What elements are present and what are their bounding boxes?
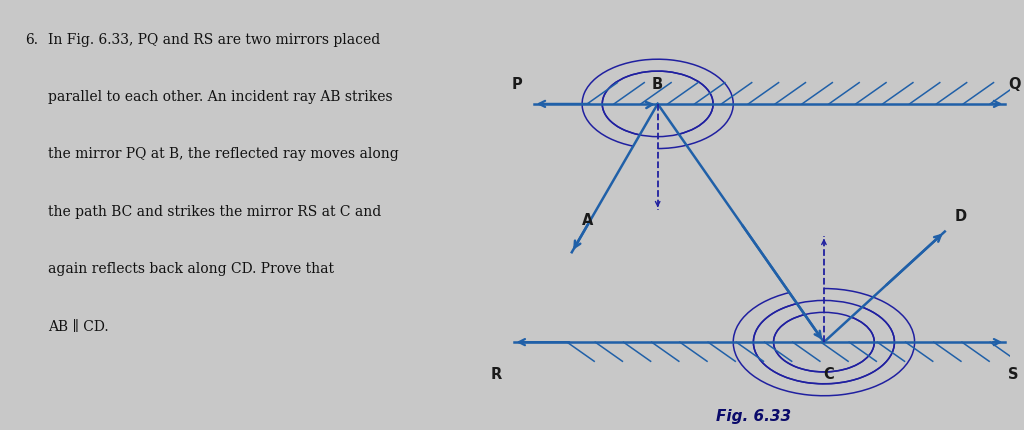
Text: Fig. 6.33: Fig. 6.33 — [716, 408, 791, 423]
Text: AB ∥ CD.: AB ∥ CD. — [48, 319, 109, 333]
Text: the path BC and strikes the mirror RS at C and: the path BC and strikes the mirror RS at… — [48, 204, 381, 218]
Text: C: C — [823, 366, 835, 381]
Text: B: B — [652, 77, 664, 92]
Text: S: S — [1009, 366, 1019, 381]
Text: Q: Q — [1009, 77, 1021, 92]
Text: parallel to each other. An incident ray AB strikes: parallel to each other. An incident ray … — [48, 90, 393, 104]
Text: again reflects back along CD. Prove that: again reflects back along CD. Prove that — [48, 262, 334, 276]
Text: 6.: 6. — [25, 33, 38, 46]
Text: A: A — [582, 213, 593, 228]
Text: D: D — [955, 209, 967, 224]
Text: In Fig. 6.33, PQ and RS are two mirrors placed: In Fig. 6.33, PQ and RS are two mirrors … — [48, 33, 380, 46]
Text: the mirror PQ at B, the reflected ray moves along: the mirror PQ at B, the reflected ray mo… — [48, 147, 399, 161]
Text: R: R — [490, 366, 502, 381]
Text: P: P — [511, 77, 522, 92]
